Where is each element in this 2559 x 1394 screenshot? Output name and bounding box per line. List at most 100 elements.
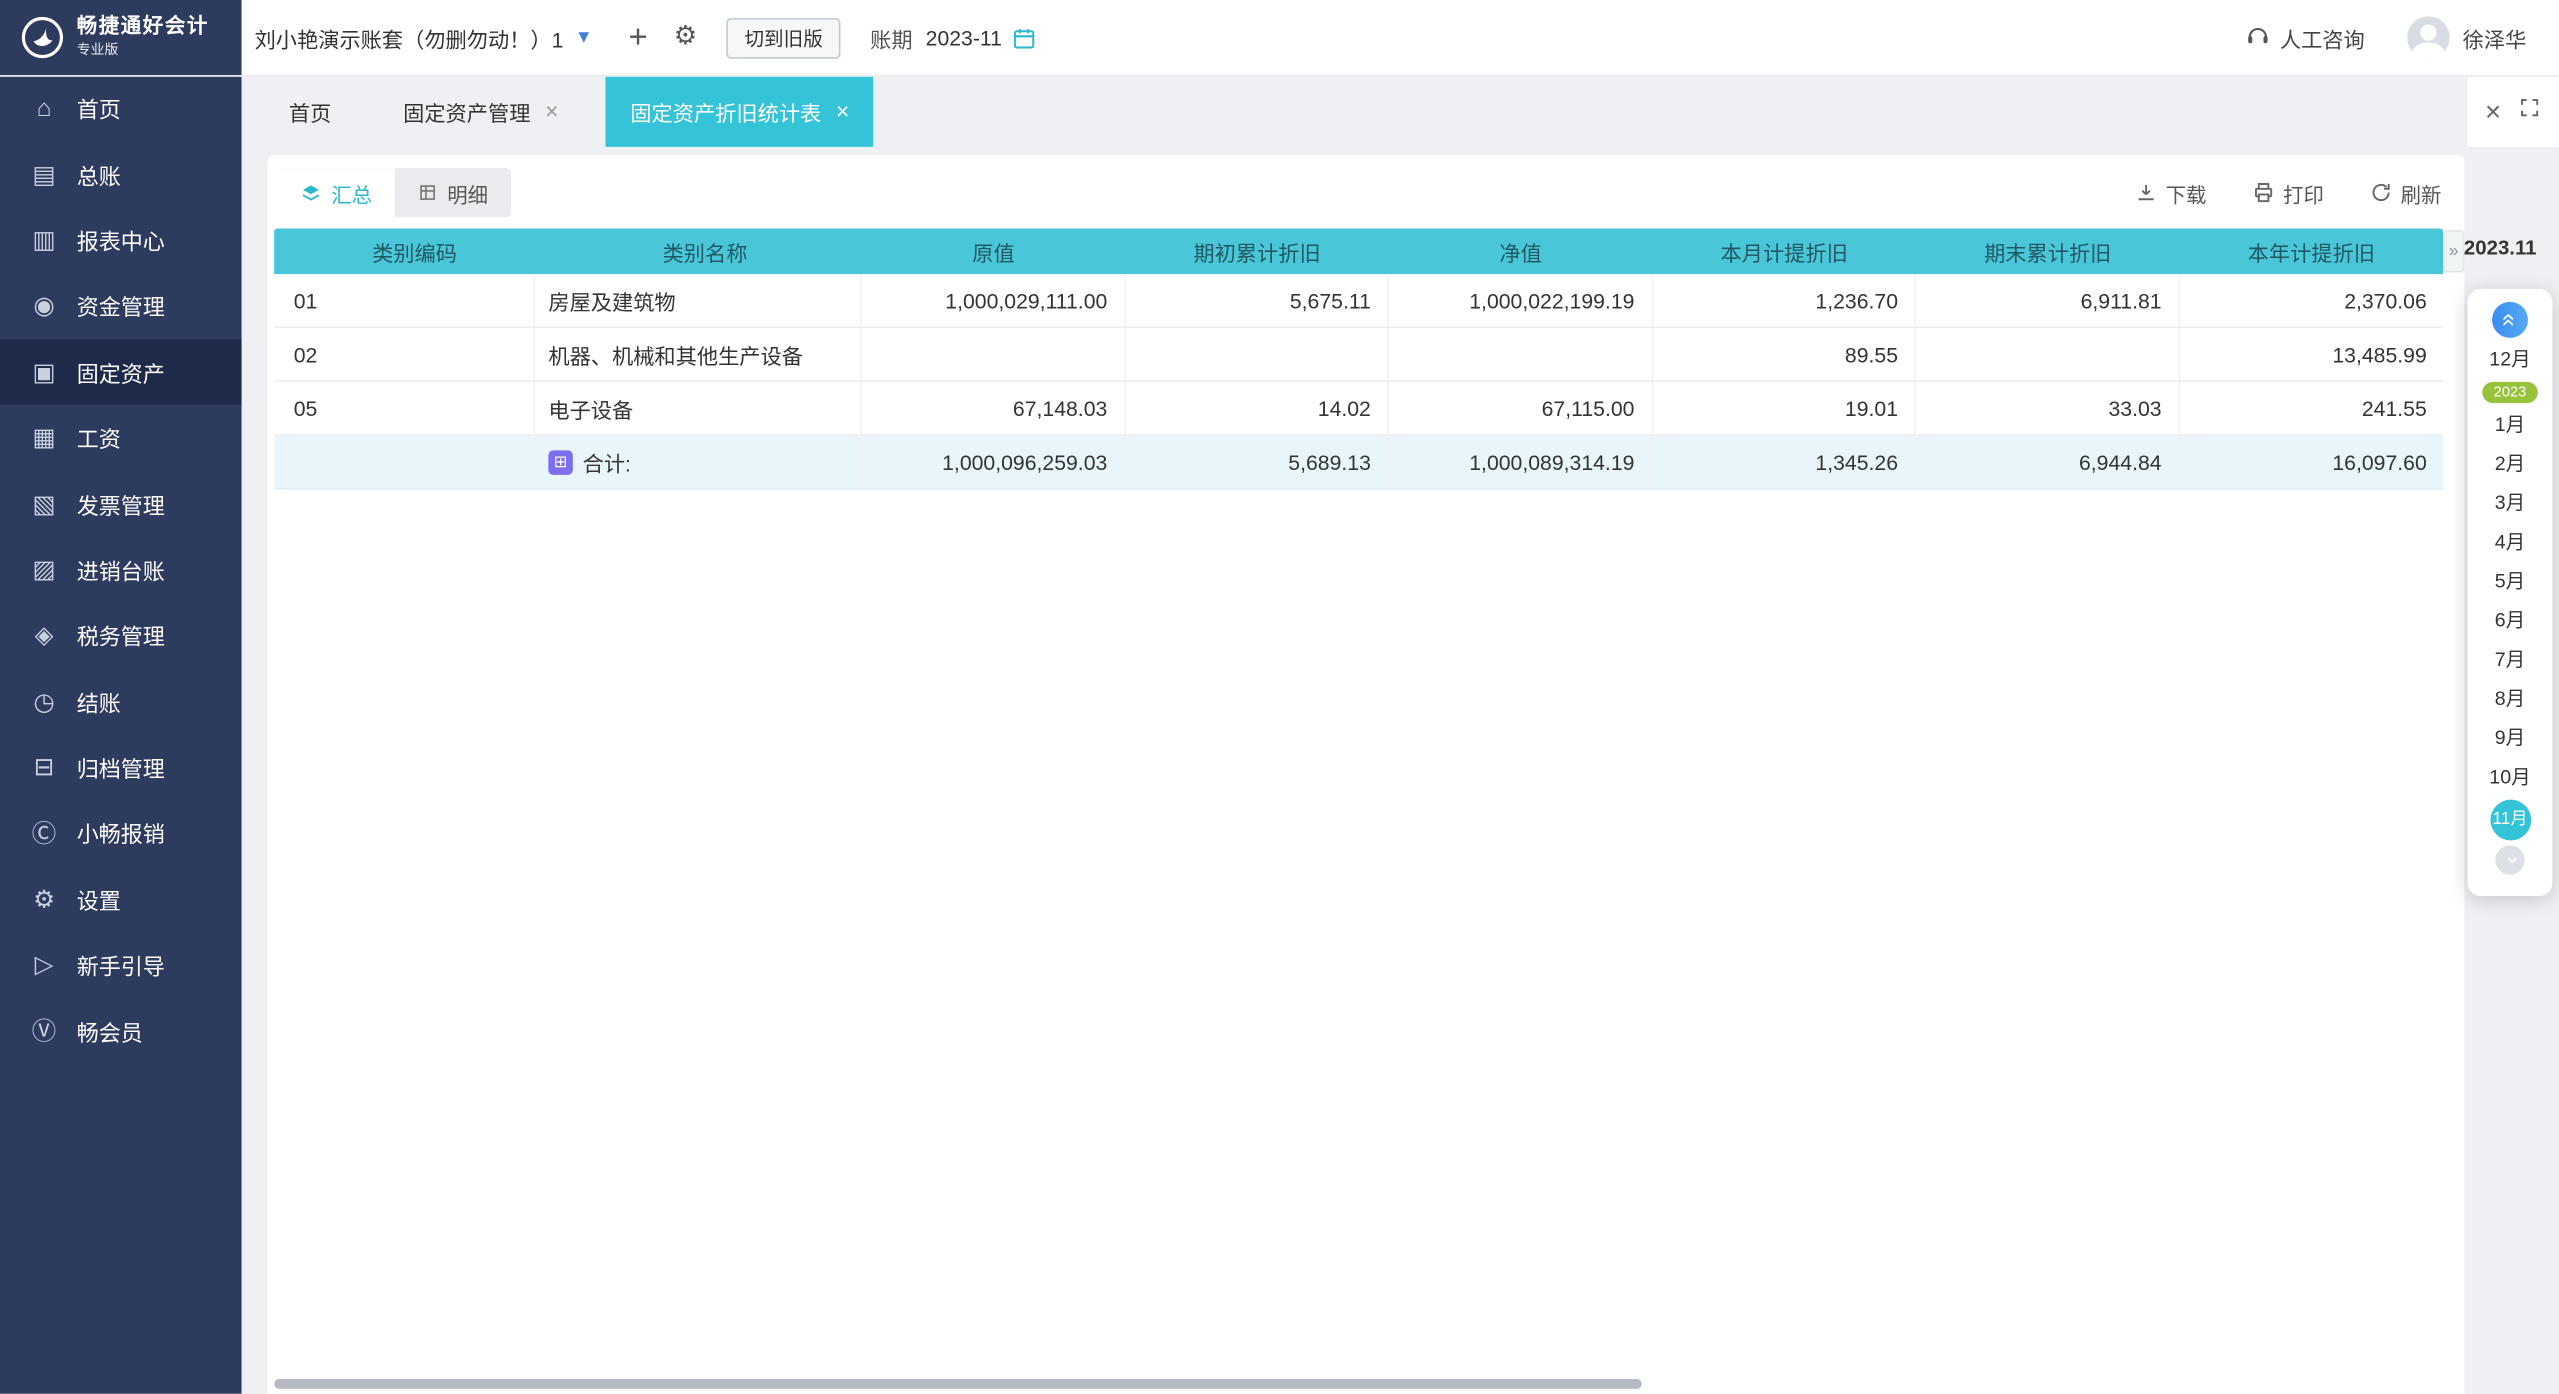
collapse-panel-handle[interactable]: » (2443, 230, 2465, 273)
sidebar-item-settings[interactable]: ⚙ 设置 (0, 866, 242, 932)
account-selector-label: 刘小艳演示账套（勿删勿动！）1 (254, 26, 564, 52)
subtab-label: 汇总 (331, 183, 373, 207)
cell: 67,115.00 (1389, 381, 1653, 435)
fullscreen-icon[interactable] (2519, 95, 2542, 126)
sidebar-item-archive[interactable]: ⊟ 归档管理 (0, 734, 242, 800)
table-row[interactable]: 05 电子设备 67,148.03 14.02 67,115.00 19.01 33.03 2… (274, 381, 2444, 436)
cell: 房屋及建筑物 (535, 274, 862, 327)
month-item[interactable]: 1月 (2494, 412, 2526, 436)
tab-label: 固定资产折旧统计表 (630, 100, 822, 125)
sidebar-item-label: 首页 (76, 98, 121, 123)
cell: 1,000,022,199.19 (1389, 274, 1653, 327)
sidebar-item-funds[interactable]: ◉ 资金管理 (0, 273, 242, 339)
cell: 1,000,029,111.00 (862, 274, 1126, 327)
ledger-icon: ▤ (32, 160, 56, 189)
gear-icon[interactable]: ⚙ (673, 22, 698, 51)
sidebar-item-label: 总账 (76, 164, 121, 189)
sidebar-item-member[interactable]: Ⓥ 畅会员 (0, 998, 242, 1064)
sidebar-item-general-ledger[interactable]: ▤ 总账 (0, 141, 242, 207)
account-selector[interactable]: 刘小艳演示账套（勿删勿动！）1 ▼ (255, 22, 593, 53)
sidebar-item-label: 设置 (76, 889, 121, 914)
chevron-down-icon: ▼ (574, 27, 593, 48)
tab-bar: 首页 固定资产管理 × 固定资产折旧统计表 × × (241, 75, 2559, 147)
archive-icon: ⊟ (33, 754, 55, 782)
calculator-icon: ⊞ (548, 449, 573, 475)
close-tabs-icon[interactable]: × (2485, 95, 2502, 127)
month-item[interactable]: 12月 (2489, 347, 2531, 371)
column-header: 期末累计折旧 (1984, 240, 2112, 266)
column-header: 原值 (972, 240, 1015, 266)
sidebar-item-report-center[interactable]: ▥ 报表中心 (0, 207, 242, 273)
switch-old-version-button[interactable]: 切到旧版 (726, 17, 841, 58)
tab-bar-actions: × (2467, 75, 2559, 147)
sidebar-item-guide[interactable]: ▷ 新手引导 (0, 932, 242, 998)
close-icon[interactable]: × (545, 97, 559, 125)
brand-logo: 畅捷通好会计 专业版 (0, 0, 242, 76)
column-header: 本月计提折旧 (1720, 240, 1848, 266)
support-link[interactable]: 人工咨询 (2246, 22, 2365, 53)
sidebar-item-tax[interactable]: ◈ 税务管理 (0, 602, 242, 668)
action-label: 下载 (2165, 183, 2207, 207)
calendar-icon[interactable] (1012, 25, 1036, 49)
subtabs: 汇总 明细 (277, 168, 511, 218)
closing-icon: ◷ (33, 688, 55, 716)
sidebar-item-payroll[interactable]: ▦ 工资 (0, 405, 242, 471)
month-item[interactable]: 4月 (2494, 530, 2526, 554)
tax-icon: ◈ (34, 622, 54, 651)
month-item[interactable]: 7月 (2494, 647, 2526, 671)
month-item[interactable]: 2月 (2494, 452, 2526, 475)
sidebar-item-expense[interactable]: Ⓒ 小畅报销 (0, 800, 242, 866)
column-header: 类别名称 (662, 240, 748, 266)
tab-fixed-assets-depreciation-report[interactable]: 固定资产折旧统计表 × (605, 75, 874, 147)
refresh-icon (2370, 181, 2393, 204)
member-icon: Ⓥ (31, 1018, 57, 1047)
cell (1389, 328, 1653, 381)
sidebar-item-home[interactable]: ⌂ 首页 (0, 75, 242, 141)
subtab-summary[interactable]: 汇总 (277, 168, 395, 218)
sidebar-item-label: 固定资产 (76, 361, 165, 387)
month-item[interactable]: 8月 (2494, 687, 2526, 710)
username[interactable]: 徐泽华 (2462, 26, 2527, 52)
download-button[interactable]: 下载 (2135, 177, 2207, 208)
cell: 6,911.81 (1916, 274, 2180, 327)
topbar: 畅捷通好会计 专业版 刘小艳演示账套（勿删勿动！）1 ▼ + ⚙ 切到旧版 账期… (0, 0, 2559, 77)
month-item[interactable]: 6月 (2494, 608, 2526, 632)
sidebar-item-label: 工资 (76, 427, 121, 453)
sidebar-item-invoice[interactable]: ▧ 发票管理 (0, 471, 242, 537)
horizontal-scrollbar[interactable] (274, 1379, 1642, 1389)
sidebar-item-closing[interactable]: ◷ 结账 (0, 668, 242, 734)
month-item[interactable]: 9月 (2494, 726, 2526, 750)
cell: 5,675.11 (1125, 274, 1389, 327)
subtab-detail[interactable]: 明细 (394, 168, 511, 218)
table-row[interactable]: 01 房屋及建筑物 1,000,029,111.00 5,675.11 1,000,02… (274, 274, 2444, 329)
cell: 01 (274, 274, 536, 327)
toolbar-actions: 下载 打印 刷新 (2135, 177, 2441, 208)
scroll-up-button[interactable]: « (2492, 301, 2528, 338)
month-item[interactable]: 10月 (2489, 765, 2531, 789)
sidebar-item-purchase-sale[interactable]: ▨ 进销台账 (0, 536, 242, 602)
tab-fixed-assets-management[interactable]: 固定资产管理 × (379, 75, 583, 147)
sidebar-item-fixed-assets[interactable]: ▣ 固定资产 (0, 338, 242, 405)
gear-icon: ⚙ (33, 885, 56, 914)
tab-home[interactable]: 首页 (264, 75, 355, 147)
avatar[interactable] (2407, 16, 2450, 59)
sidebar-item-label: 归档管理 (76, 757, 165, 782)
scroll-down-button[interactable]: ‹ (2495, 845, 2525, 875)
support-label: 人工咨询 (2279, 26, 2365, 52)
sidebar-item-label: 结账 (76, 691, 121, 716)
print-button[interactable]: 打印 (2252, 177, 2324, 208)
period-value[interactable]: 2023-11 (925, 25, 1002, 50)
refresh-button[interactable]: 刷新 (2370, 177, 2441, 208)
close-icon[interactable]: × (835, 97, 850, 125)
cell: 67,148.03 (862, 381, 1126, 435)
cell: 19.01 (1652, 381, 1916, 435)
assets-icon: ▣ (32, 358, 56, 387)
month-item[interactable]: 3月 (2494, 491, 2526, 515)
table-total-row: ⊞ 合计: 1,000,096,259.03 5,689.13 1,000,089,31… (274, 435, 2444, 490)
table-row[interactable]: 02 机器、机械和其他生产设备 89.55 13,485.99 (274, 328, 2444, 382)
month-item-active[interactable]: 11月 (2489, 799, 2531, 841)
add-account-icon[interactable]: + (628, 19, 648, 56)
month-item[interactable]: 5月 (2494, 569, 2526, 593)
period-panel: « 12月 2023 1月 2月 3月 4月 5月 6月 7月 8月 9月 10月 11月 ‹ (2467, 288, 2553, 896)
